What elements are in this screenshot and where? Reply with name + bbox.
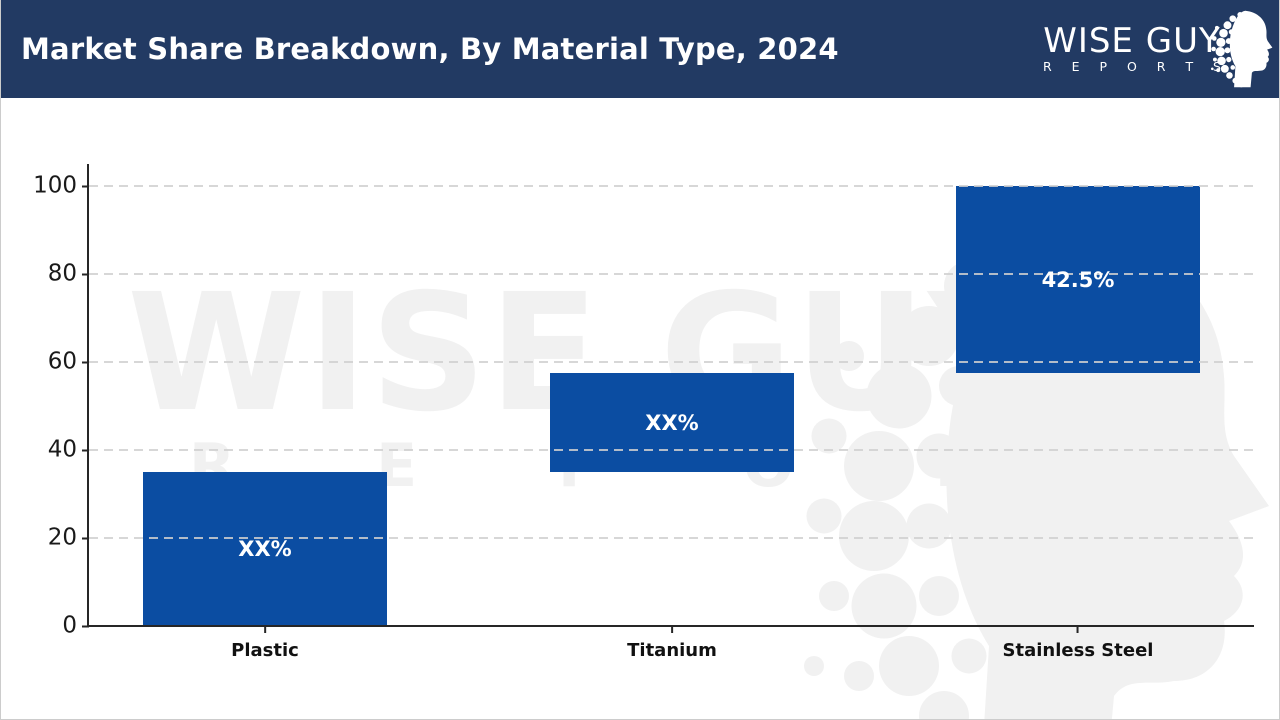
x-tick-mark: [1077, 627, 1079, 633]
gridline: [89, 185, 1254, 187]
y-tick-label: 80: [47, 260, 77, 287]
x-axis-line: [87, 625, 1254, 627]
y-axis-line: [87, 164, 89, 627]
x-axis-tick: Stainless Steel: [1002, 627, 1154, 661]
gridline: [89, 361, 1254, 363]
gridline: [89, 273, 1254, 275]
y-axis-tick: 0: [1, 612, 89, 639]
y-tick-label: 60: [47, 348, 77, 375]
bar-value-label: XX%: [645, 410, 699, 435]
page-title: Market Share Breakdown, By Material Type…: [21, 32, 839, 66]
x-category-label: Plastic: [231, 640, 299, 661]
y-tick-label: 100: [33, 172, 77, 199]
bar-plastic: [143, 472, 387, 626]
y-axis-tick: 20: [1, 524, 89, 551]
x-category-label: Stainless Steel: [1002, 640, 1154, 661]
logo-title: WISE GUY: [1043, 21, 1221, 62]
x-category-label: Titanium: [627, 640, 717, 661]
y-tick-label: 20: [47, 524, 77, 551]
y-axis-tick: 80: [1, 260, 89, 287]
x-axis-tick: Plastic: [231, 627, 299, 661]
logo-subtitle: R E P O R T S: [1042, 59, 1229, 75]
y-axis-tick: 100: [1, 172, 89, 199]
y-axis-tick: 60: [1, 348, 89, 375]
bar-stainless-steel: [956, 186, 1200, 373]
header: Market Share Breakdown, By Material Type…: [1, 0, 1279, 98]
y-tick-label: 40: [47, 436, 77, 463]
x-axis-tick: Titanium: [627, 627, 717, 661]
logo-text: WISE GUY R E P O R T S: [1043, 24, 1221, 74]
bar-value-label: 42.5%: [1041, 267, 1115, 292]
wise-guy-logo: WISE GUY R E P O R T S: [1043, 0, 1275, 98]
x-tick-mark: [263, 627, 266, 633]
x-tick-mark: [670, 627, 673, 633]
bar-value-label: XX%: [238, 537, 292, 561]
gridline: [89, 449, 1254, 451]
bar-titanium: [550, 373, 794, 472]
y-tick-label: 0: [62, 612, 77, 639]
gridline: [89, 537, 1254, 539]
y-axis-tick: 40: [1, 436, 89, 463]
